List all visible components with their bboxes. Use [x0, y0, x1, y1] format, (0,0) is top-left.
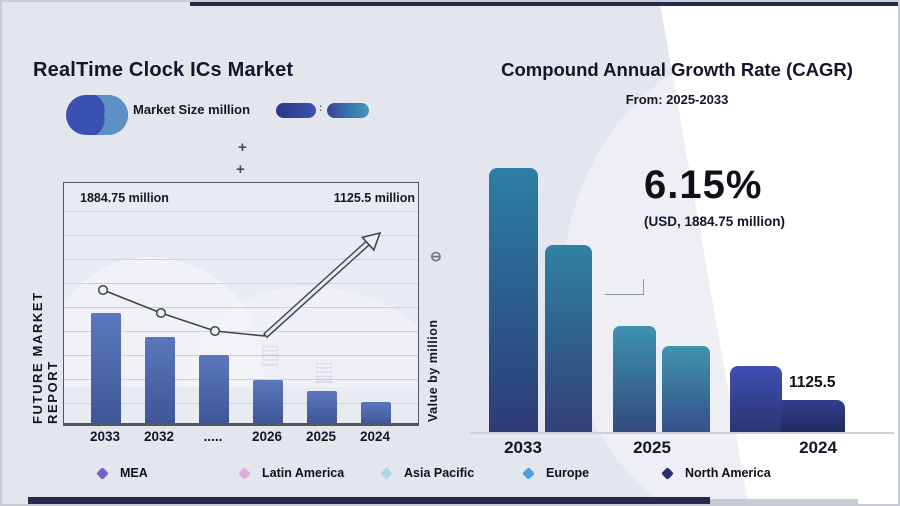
right-header: Compound Annual Growth Rate (CAGR) From:… [457, 59, 897, 107]
x-tick-label: 2024 [359, 429, 391, 444]
bar-..... [199, 355, 229, 425]
x-tick-label: 2033 [504, 438, 542, 457]
legend-diamond-icon [661, 466, 674, 480]
gridline [64, 211, 418, 212]
gridline [64, 283, 418, 284]
plus-mark-icon: + [236, 161, 245, 178]
page-title: RealTime Clock ICs Market [33, 59, 294, 81]
legend-label: Latin America [262, 466, 345, 480]
gridline [64, 259, 418, 260]
gridline [64, 331, 418, 332]
bar-2032 [145, 337, 175, 425]
x-tick-label: ..... [203, 429, 223, 444]
watermark-clipboard-icon [316, 363, 332, 383]
x-tick-label: 2033 [89, 429, 121, 444]
plus-mark-icon: + [238, 139, 247, 156]
gridline [64, 403, 418, 404]
legend-label: Europe [546, 466, 590, 480]
gridline [64, 307, 418, 308]
right-x-axis-line [470, 432, 894, 434]
bar-2033 [91, 313, 121, 425]
legend-label: MEA [120, 466, 148, 480]
x-tick-label: 2032 [143, 429, 175, 444]
trend-line-with-arrow [97, 231, 382, 339]
cagr-bar-2024-2 [781, 400, 845, 432]
cagr-bar-2024-1 [730, 366, 782, 432]
legend-item-mea: MEA [96, 466, 148, 480]
pill-separator: : [319, 103, 323, 114]
gradient-pill-icon-right [327, 103, 369, 118]
end-value-label: 1125.5 million [333, 191, 415, 205]
cagr-subtitle: From: 2025-2033 [625, 92, 729, 107]
gradient-pill-icon-left [276, 103, 316, 118]
x-tick-label: 2024 [799, 438, 837, 457]
cagr-bar-2025-2 [662, 346, 710, 432]
cagr-bar-2025-1 [613, 326, 656, 432]
start-value-label: 1884.75 million [80, 191, 169, 205]
legend-label: Asia Pacific [404, 466, 475, 480]
x-axis-line [64, 423, 418, 425]
cagr-bar-2033-1 [489, 168, 538, 432]
cagr-title: Compound Annual Growth Rate (CAGR) [501, 59, 853, 80]
bar-2024 [361, 402, 391, 425]
legend-label: North America [685, 466, 771, 480]
legend-diamond-icon [522, 466, 535, 480]
cagr-bar-2033-2 [545, 245, 592, 432]
corner-bracket-decor [605, 279, 644, 295]
x-tick-label: 2025 [305, 429, 337, 444]
cagr-value: 6.15% [644, 163, 763, 207]
value-callout: 1125.5 [789, 374, 836, 391]
legend-diamond-icon [96, 466, 109, 480]
top-accent-strip [190, 2, 898, 6]
x-tick-label: 2025 [633, 438, 671, 457]
legend-diamond-icon [238, 466, 251, 480]
legend-item-north-america: North America [661, 466, 771, 480]
bottom-accent-strip [28, 497, 710, 504]
database-cylinder-icon [66, 95, 128, 135]
legend-item-asia-pacific: Asia Pacific [380, 466, 475, 480]
bottom-accent-strip-tail [710, 499, 858, 504]
x-tick-label: 2026 [251, 429, 283, 444]
gridline [64, 379, 418, 380]
legend-item-europe: Europe [522, 466, 590, 480]
legend-item-latin-america: Latin America [238, 466, 345, 480]
legend-diamond-icon [380, 466, 393, 480]
bar-2025 [307, 391, 337, 425]
market-size-chart: 1884.75 million 1125.5 million [63, 182, 419, 426]
market-size-legend-label: Market Size million [133, 102, 251, 117]
bar-2026 [253, 380, 283, 425]
gridline [64, 355, 418, 356]
minus-circle-icon: ⊖ [430, 248, 442, 264]
future-market-report-watermark: FUTURE MARKET REPORT [30, 291, 60, 424]
y-axis-label: Value by million [426, 319, 440, 422]
watermark-clipboard-icon [262, 346, 278, 366]
gridline [64, 235, 418, 236]
cagr-detail: (USD, 1884.75 million) [644, 214, 786, 229]
